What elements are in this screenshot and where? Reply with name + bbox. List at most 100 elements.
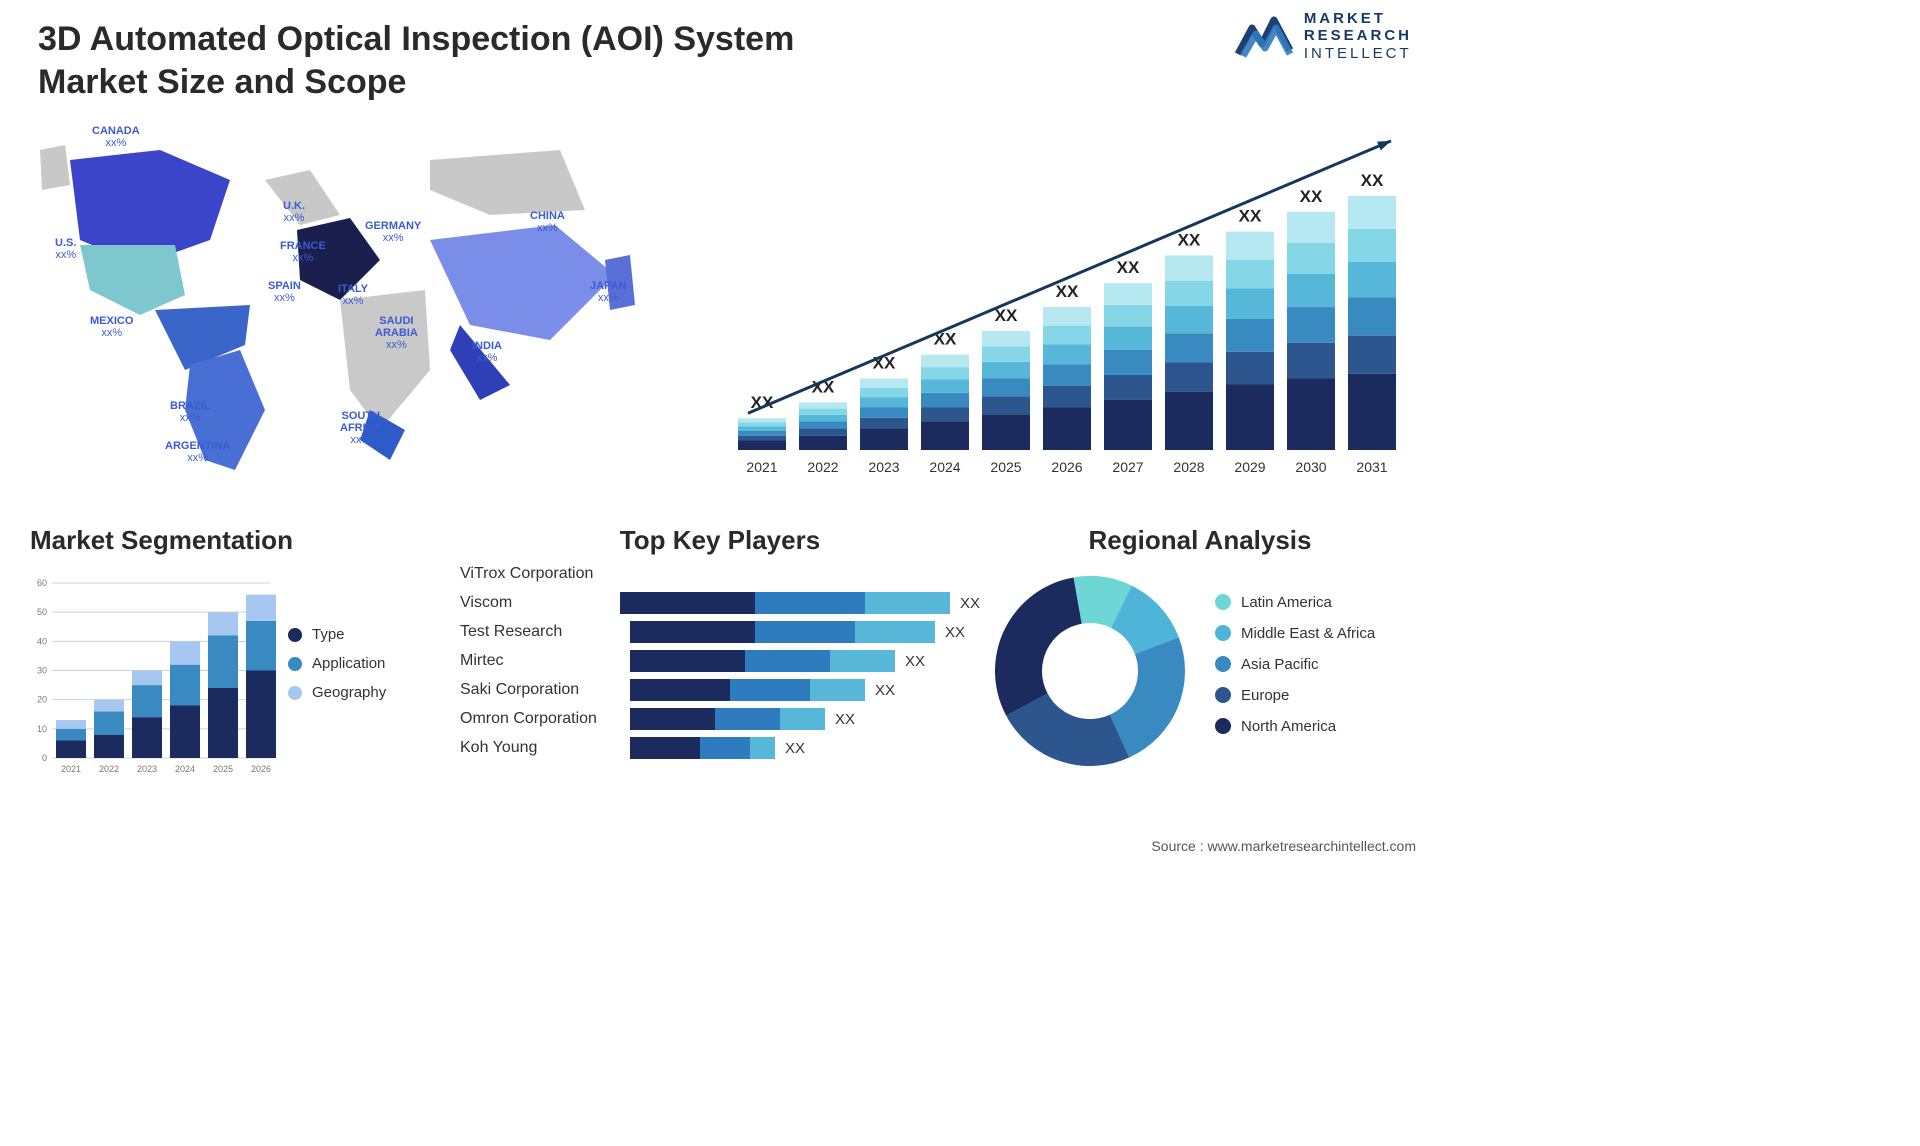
seg-y-tick: 30 [37, 666, 47, 676]
growth-bar-segment [738, 426, 786, 430]
key-player-value: XX [785, 740, 805, 757]
key-player-bar-segment [620, 592, 755, 614]
seg-bar-segment [246, 621, 276, 671]
logo-mark-icon [1234, 10, 1294, 62]
growth-bar-value: XX [1239, 207, 1262, 226]
key-player-row: Koh YoungXX [460, 734, 980, 762]
key-player-bar [630, 708, 825, 730]
growth-bar-segment [1043, 407, 1091, 450]
key-player-name: Saki Corporation [460, 681, 630, 699]
donut-segment [995, 577, 1082, 715]
map-country-label: SAUDIARABIAxx% [375, 315, 418, 351]
growth-bar-segment [799, 436, 847, 450]
map-country-label: CANADAxx% [92, 125, 140, 149]
source-attribution: Source : www.marketresearchintellect.com [1151, 838, 1416, 854]
regional-legend: Latin America Middle East & Africa Asia Pa… [1215, 594, 1375, 749]
key-player-bar-wrap: XX [620, 592, 980, 614]
growth-bar-segment [1226, 352, 1274, 385]
key-player-bar-wrap: XX [630, 708, 980, 730]
growth-bar-segment [738, 431, 786, 436]
growth-bar-segment [1226, 288, 1274, 319]
map-country-label: U.K.xx% [283, 200, 305, 224]
legend-label: North America [1241, 718, 1336, 735]
growth-bar-segment [982, 346, 1030, 361]
key-player-name: Mirtec [460, 652, 630, 670]
key-player-bar-wrap: XX [630, 650, 980, 672]
growth-bar-segment [921, 393, 969, 407]
growth-year-label: 2025 [990, 459, 1021, 475]
growth-year-label: 2027 [1112, 459, 1143, 475]
seg-year-label: 2026 [251, 764, 271, 774]
growth-bar-segment [982, 362, 1030, 379]
seg-y-tick: 40 [37, 636, 47, 646]
growth-bar-segment [860, 388, 908, 397]
growth-bar-segment [860, 429, 908, 450]
growth-bar-segment [1043, 307, 1091, 326]
growth-bar-segment [921, 407, 969, 421]
key-player-value: XX [905, 653, 925, 670]
growth-bar-segment [860, 397, 908, 407]
map-country-label: FRANCExx% [280, 240, 326, 264]
growth-bar-segment [799, 409, 847, 415]
legend-label: Latin America [1241, 594, 1332, 611]
key-player-bar-segment [630, 708, 715, 730]
growth-bar-segment [1348, 374, 1396, 450]
donut-segment [1110, 637, 1185, 757]
key-player-row: Omron Corporation XX [460, 705, 980, 733]
key-player-bar-wrap: XX [630, 621, 980, 643]
seg-bar-segment [208, 612, 238, 635]
key-player-name: Viscom [460, 594, 620, 612]
key-player-bar-segment [755, 621, 855, 643]
seg-bar-segment [208, 636, 238, 689]
seg-year-label: 2021 [61, 764, 81, 774]
seg-bar-segment [132, 685, 162, 717]
seg-y-tick: 10 [37, 724, 47, 734]
key-player-bar [630, 737, 775, 759]
legend-label: Type [312, 626, 345, 643]
growth-bar-segment [1043, 364, 1091, 385]
regional-section: Regional Analysis Latin AmericaMiddle Ea… [985, 525, 1415, 776]
map-country-label: U.S.xx% [55, 237, 76, 261]
regional-legend-item: Asia Pacific [1215, 656, 1375, 673]
map-country-label: JAPANxx% [590, 280, 626, 304]
growth-year-label: 2026 [1051, 459, 1082, 475]
legend-swatch-icon [1215, 687, 1231, 703]
seg-bar-segment [94, 700, 124, 712]
key-player-bar-segment [630, 737, 700, 759]
key-player-bar-segment [630, 621, 755, 643]
key-player-bar-segment [630, 650, 745, 672]
growth-bar-segment [1043, 344, 1091, 364]
seg-bar-segment [56, 720, 86, 729]
map-country-label: ITALYxx% [338, 283, 368, 307]
seg-bar-segment [56, 729, 86, 741]
growth-bar-segment [982, 379, 1030, 397]
growth-bar-segment [1287, 343, 1335, 379]
growth-bar-segment [799, 421, 847, 428]
growth-year-label: 2024 [929, 459, 960, 475]
key-player-bar-wrap: XX [630, 737, 980, 759]
seg-y-tick: 50 [37, 607, 47, 617]
growth-bar-segment [1287, 307, 1335, 343]
growth-bar-segment [1165, 255, 1213, 280]
growth-bar-segment [1287, 274, 1335, 307]
regional-legend-item: Middle East & Africa [1215, 625, 1375, 642]
growth-bar-segment [799, 415, 847, 422]
growth-bar-segment [1165, 392, 1213, 450]
growth-bar-segment [982, 396, 1030, 414]
key-player-name: Omron Corporation [460, 710, 630, 728]
map-region [430, 225, 615, 340]
growth-bar-segment [1348, 196, 1396, 229]
regional-legend-item: North America [1215, 718, 1375, 735]
growth-bar-segment [1287, 379, 1335, 450]
growth-bar-segment [738, 418, 786, 422]
seg-bar-segment [246, 595, 276, 621]
seg-bar-segment [132, 717, 162, 758]
growth-year-label: 2030 [1295, 459, 1326, 475]
seg-legend-item: Application [288, 655, 386, 672]
legend-swatch-icon [288, 686, 302, 700]
key-player-value: XX [835, 711, 855, 728]
growth-year-label: 2023 [868, 459, 899, 475]
seg-bar-segment [170, 641, 200, 664]
growth-bar-segment [1104, 375, 1152, 400]
seg-bar-segment [170, 665, 200, 706]
